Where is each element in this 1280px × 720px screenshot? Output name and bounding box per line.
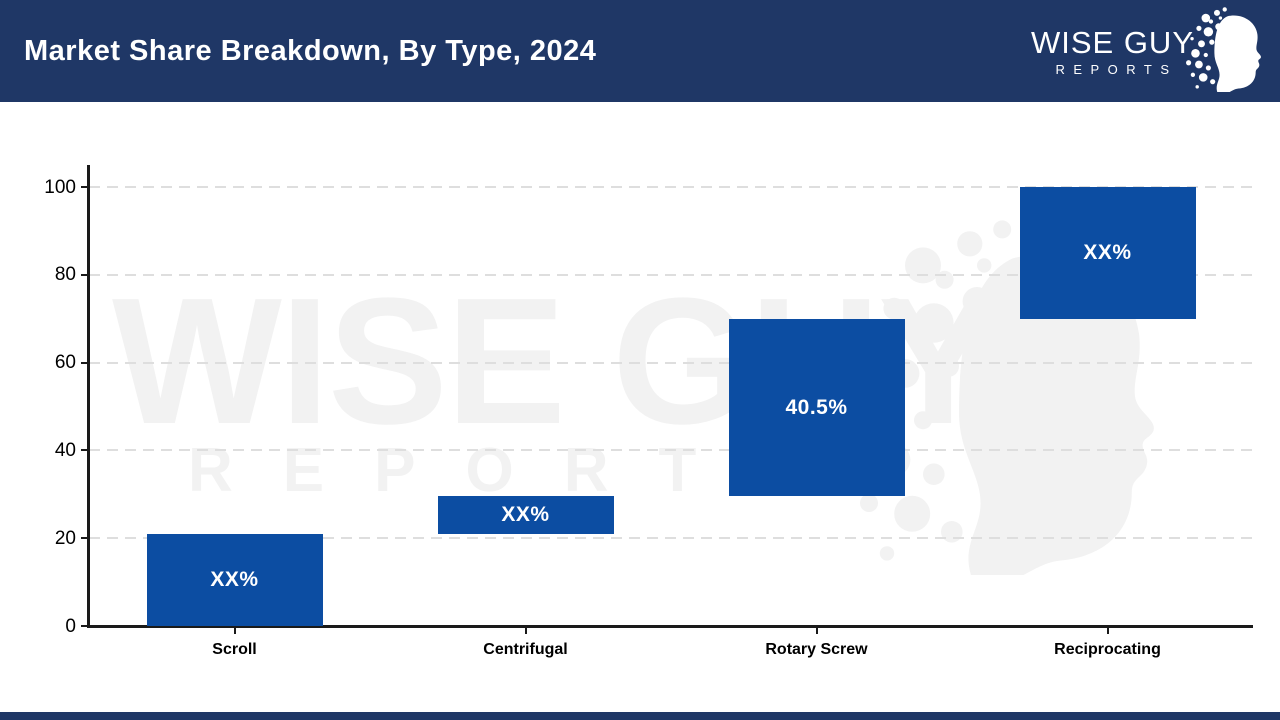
x-tick-centrifugal [524,627,527,634]
x-axis-line [87,625,1253,628]
x-tick-reciprocating [1106,627,1109,634]
bar-scroll: XX% [146,533,323,626]
y-tick-label-20: 20 [54,527,76,549]
bar-centrifugal: XX% [437,496,614,534]
header-bar: Market Share Breakdown, By Type, 2024 WI… [0,0,1280,102]
gridline-60 [89,361,1253,364]
y-tick-20 [81,537,88,540]
chart-title: Market Share Breakdown, By Type, 2024 [24,34,597,67]
y-tick-label-60: 60 [54,352,76,374]
x-category-label-rotary-screw: Rotary Screw [765,641,868,658]
gridline-40 [89,449,1253,452]
y-tick-40 [81,449,88,452]
x-tick-rotary-screw [815,627,818,634]
y-tick-80 [81,273,88,276]
bar-rotary-screw: 40.5% [728,318,905,497]
logo-wiseguy-text: WISE GUY [1030,24,1194,60]
logo-face-icon [1180,6,1266,97]
y-tick-label-40: 40 [54,439,76,461]
bar-value-label-centrifugal: XX% [501,503,550,527]
gridline-20 [89,537,1253,540]
footer-bar [0,712,1280,720]
x-category-label-scroll: Scroll [212,641,257,658]
y-tick-label-100: 100 [44,176,76,198]
bar-value-label-reciprocating: XX% [1083,240,1132,264]
x-category-label-centrifugal: Centrifugal [483,641,568,658]
y-tick-60 [81,361,88,364]
bar-value-label-scroll: XX% [210,567,259,591]
brand-logo: WISE GUY REPORTS [1031,6,1266,97]
y-tick-100 [81,186,88,188]
gridline-100 [89,186,1253,188]
y-tick-0 [81,625,88,627]
bar-value-label-rotary-screw: 40.5% [785,395,848,419]
y-tick-label-80: 80 [54,264,76,286]
logo-reports-text: REPORTS [1055,61,1178,77]
x-tick-scroll [233,627,236,634]
y-axis-line [87,165,90,628]
x-category-label-reciprocating: Reciprocating [1054,641,1161,658]
y-tick-label-0: 0 [65,615,76,637]
bar-reciprocating: XX% [1019,187,1196,319]
gridline-80 [89,273,1253,276]
